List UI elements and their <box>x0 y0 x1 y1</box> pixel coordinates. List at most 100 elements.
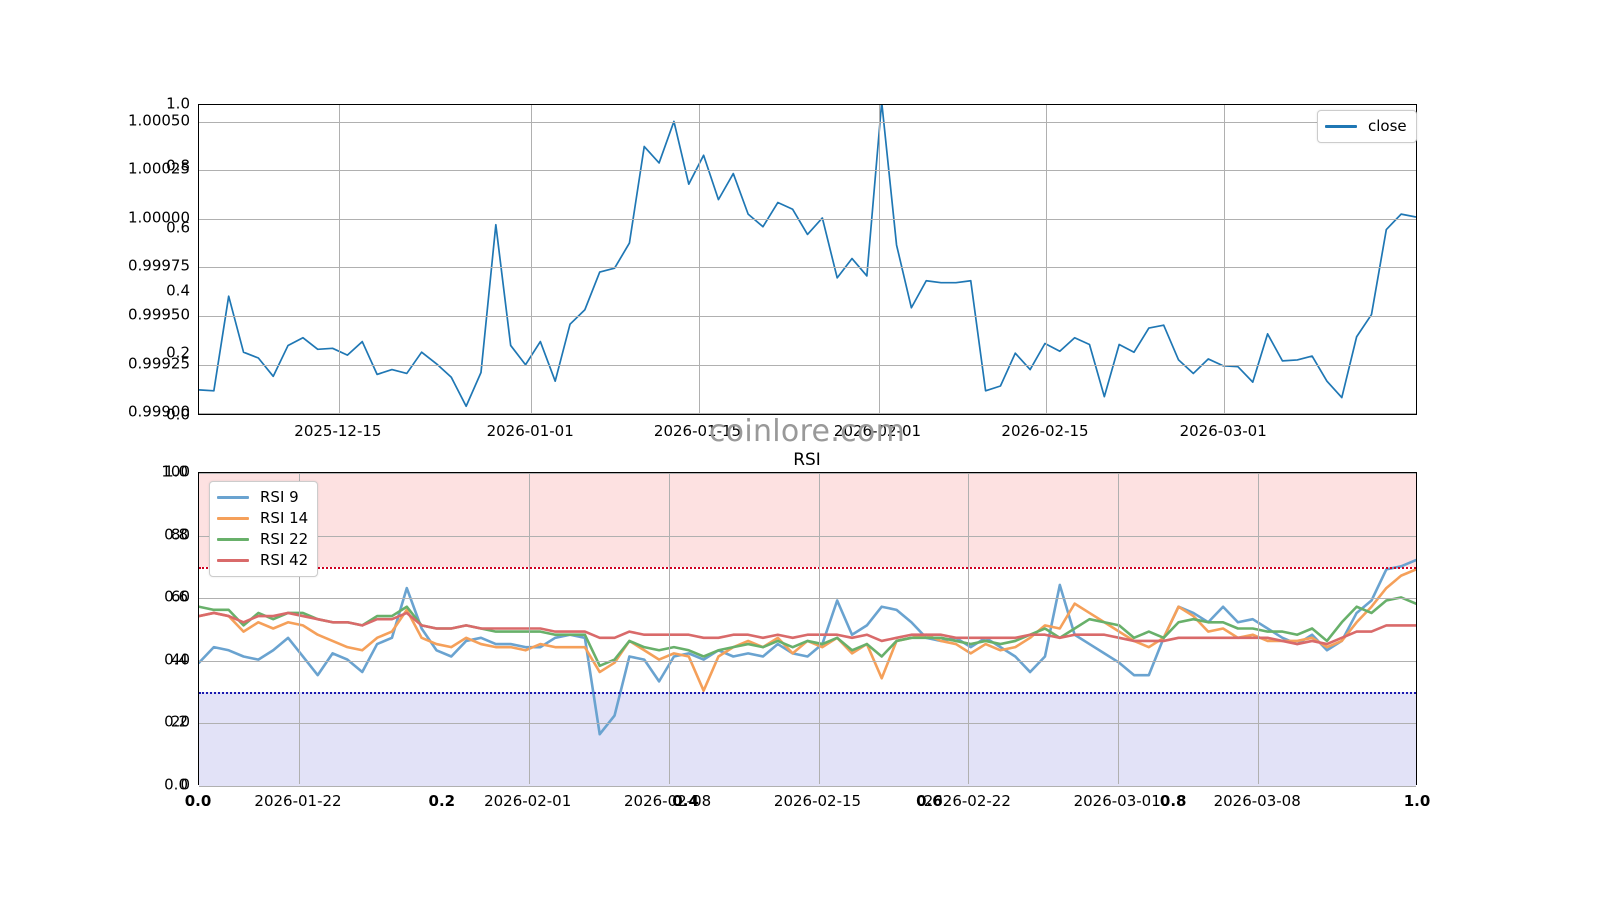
rsi-y-norm-tick-0.6: 0.6 <box>164 587 188 606</box>
legend-label-rsi-14: RSI 14 <box>260 509 309 527</box>
price-gridline-v-0 <box>338 105 340 414</box>
price-line-close <box>199 105 1416 406</box>
price-y-tick-0.99900: 0.99900 <box>127 402 190 421</box>
price-chart-panel <box>198 104 1417 415</box>
overbought-band <box>199 473 1416 567</box>
rsi-x-norm-tick-0.4: 0.4 <box>672 792 699 810</box>
rsi-gridline-h-2 <box>199 660 1416 662</box>
price-gridline-h-5 <box>199 170 1416 172</box>
price-gridline-v-3 <box>878 105 880 414</box>
legend-item-close[interactable]: close <box>1325 116 1407 137</box>
rsi-line-rsi-42 <box>199 613 1416 644</box>
rsi-chart-title: RSI <box>793 450 821 470</box>
legend-label-rsi-22: RSI 22 <box>260 530 309 548</box>
rsi-x-norm-tick-0.2: 0.2 <box>428 792 456 810</box>
rsi-x-tick-2026-03-08: 2026-03-08 <box>1213 792 1301 810</box>
price-y-norm-tick-0.0: 0.0 <box>166 405 190 424</box>
legend-swatch-rsi-14 <box>217 516 249 521</box>
rsi-gridline-v-3 <box>818 473 820 784</box>
price-y-norm-tick-1.0: 1.0 <box>166 94 190 113</box>
price-y-norm-tick-0.2: 0.2 <box>166 343 190 362</box>
rsi-gridline-v-4 <box>968 473 970 784</box>
rsi-y-norm-tick-0.2: 0.2 <box>164 712 188 731</box>
legend-swatch-rsi-42 <box>217 558 249 563</box>
price-gridline-h-4 <box>199 218 1416 220</box>
legend-item-rsi-22[interactable]: RSI 22 <box>217 529 308 550</box>
rsi-x-norm-tick-1.0: 1.0 <box>1403 792 1431 810</box>
price-y-tick-0.99975: 0.99975 <box>127 256 190 275</box>
rsi-x-tick-2026-03-01: 2026-03-01 <box>1073 792 1161 810</box>
price-gridline-h-0 <box>199 413 1416 415</box>
rsi-gridline-h-0 <box>199 786 1416 787</box>
rsi-gridline-v-6 <box>1258 473 1260 784</box>
rsi-x-norm-tick-0.6: 0.6 <box>916 792 943 810</box>
legend-label-rsi-42: RSI 42 <box>260 551 309 569</box>
price-gridline-v-2 <box>698 105 700 414</box>
price-x-tick-2025-12-15: 2025-12-15 <box>294 422 382 440</box>
rsi-y-tick-100: 100 <box>161 462 190 481</box>
overbought-threshold-line <box>199 566 1416 569</box>
rsi-line-rsi-22 <box>199 597 1416 665</box>
legend-swatch-rsi-22 <box>217 537 249 542</box>
legend-item-rsi-9[interactable]: RSI 9 <box>217 487 308 508</box>
rsi-y-tick-60: 60 <box>170 587 190 606</box>
rsi-y-norm-tick-1.0: 1.0 <box>164 462 188 481</box>
rsi-gridline-v-2 <box>668 473 670 784</box>
price-x-tick-2026-03-01: 2026-03-01 <box>1179 422 1267 440</box>
rsi-gridline-h-1 <box>199 723 1416 725</box>
rsi-gridline-v-5 <box>1118 473 1120 784</box>
oversold-threshold-line <box>199 692 1416 695</box>
legend-item-rsi-14[interactable]: RSI 14 <box>217 508 308 529</box>
rsi-x-tick-2026-02-15: 2026-02-15 <box>773 792 862 810</box>
price-chart-legend[interactable]: close <box>1317 110 1417 143</box>
rsi-x-norm-tick-0.0: 0.0 <box>184 792 212 810</box>
rsi-lines-svg <box>199 473 1416 784</box>
rsi-y-norm-tick-0.4: 0.4 <box>164 650 188 669</box>
price-gridline-h-1 <box>199 364 1416 366</box>
rsi-x-tick-2026-01-22: 2026-01-22 <box>254 792 342 810</box>
rsi-y-norm-tick-0.8: 0.8 <box>164 525 188 544</box>
price-y-tick-0.99925: 0.99925 <box>127 354 190 372</box>
price-gridline-v-5 <box>1224 105 1226 414</box>
legend-label-rsi-9: RSI 9 <box>260 488 299 506</box>
price-gridline-h-6 <box>199 121 1416 123</box>
price-gridline-v-4 <box>1046 105 1047 414</box>
rsi-x-norm-tick-0.8: 0.8 <box>1159 792 1187 810</box>
price-line-svg <box>199 105 1416 414</box>
legend-swatch-close <box>1325 124 1357 129</box>
rsi-y-tick-80: 80 <box>170 525 190 544</box>
rsi-gridline-v-0 <box>299 473 300 784</box>
rsi-y-tick-20: 20 <box>170 712 190 731</box>
rsi-chart-legend[interactable]: RSI 9 RSI 14 RSI 22 RSI 42 <box>209 481 319 577</box>
oversold-band <box>199 692 1416 786</box>
price-y-norm-tick-0.6: 0.6 <box>166 218 190 237</box>
price-y-norm-tick-0.4: 0.4 <box>166 281 190 300</box>
rsi-x-tick-2026-02-22: 2026-02-22 <box>923 792 1011 810</box>
price-gridline-h-3 <box>199 267 1416 269</box>
rsi-gridline-h-4 <box>199 535 1416 537</box>
price-x-tick-2026-02-15: 2026-02-15 <box>1001 422 1089 440</box>
rsi-chart-panel <box>198 472 1417 787</box>
rsi-line-rsi-14 <box>199 569 1416 690</box>
rsi-y-tick-40: 40 <box>170 650 190 669</box>
rsi-y-norm-tick-0.0: 0.0 <box>164 775 188 794</box>
price-gridline-h-2 <box>199 315 1416 317</box>
rsi-gridline-h-5 <box>199 473 1416 474</box>
rsi-x-tick-2026-02-01: 2026-02-01 <box>484 792 572 810</box>
rsi-line-rsi-9 <box>199 560 1416 734</box>
price-x-tick-2026-01-15: 2026-01-15 <box>653 422 742 440</box>
rsi-y-tick-0: 0 <box>180 775 190 794</box>
rsi-x-tick-2026-02-08: 2026-02-08 <box>624 792 712 810</box>
price-x-tick-2026-02-01: 2026-02-01 <box>833 422 922 440</box>
price-y-norm-tick-0.8: 0.8 <box>166 156 190 175</box>
price-y-tick-1.00050: 1.00050 <box>127 111 190 129</box>
legend-label-close: close <box>1368 117 1407 135</box>
legend-swatch-rsi-9 <box>217 495 249 500</box>
rsi-gridline-h-3 <box>199 598 1416 600</box>
price-y-tick-1.00000: 1.00000 <box>127 208 190 227</box>
rsi-gridline-v-1 <box>528 473 530 784</box>
price-x-tick-2026-01-01: 2026-01-01 <box>486 422 574 440</box>
legend-item-rsi-42[interactable]: RSI 42 <box>217 550 308 571</box>
price-gridline-v-1 <box>531 105 533 414</box>
